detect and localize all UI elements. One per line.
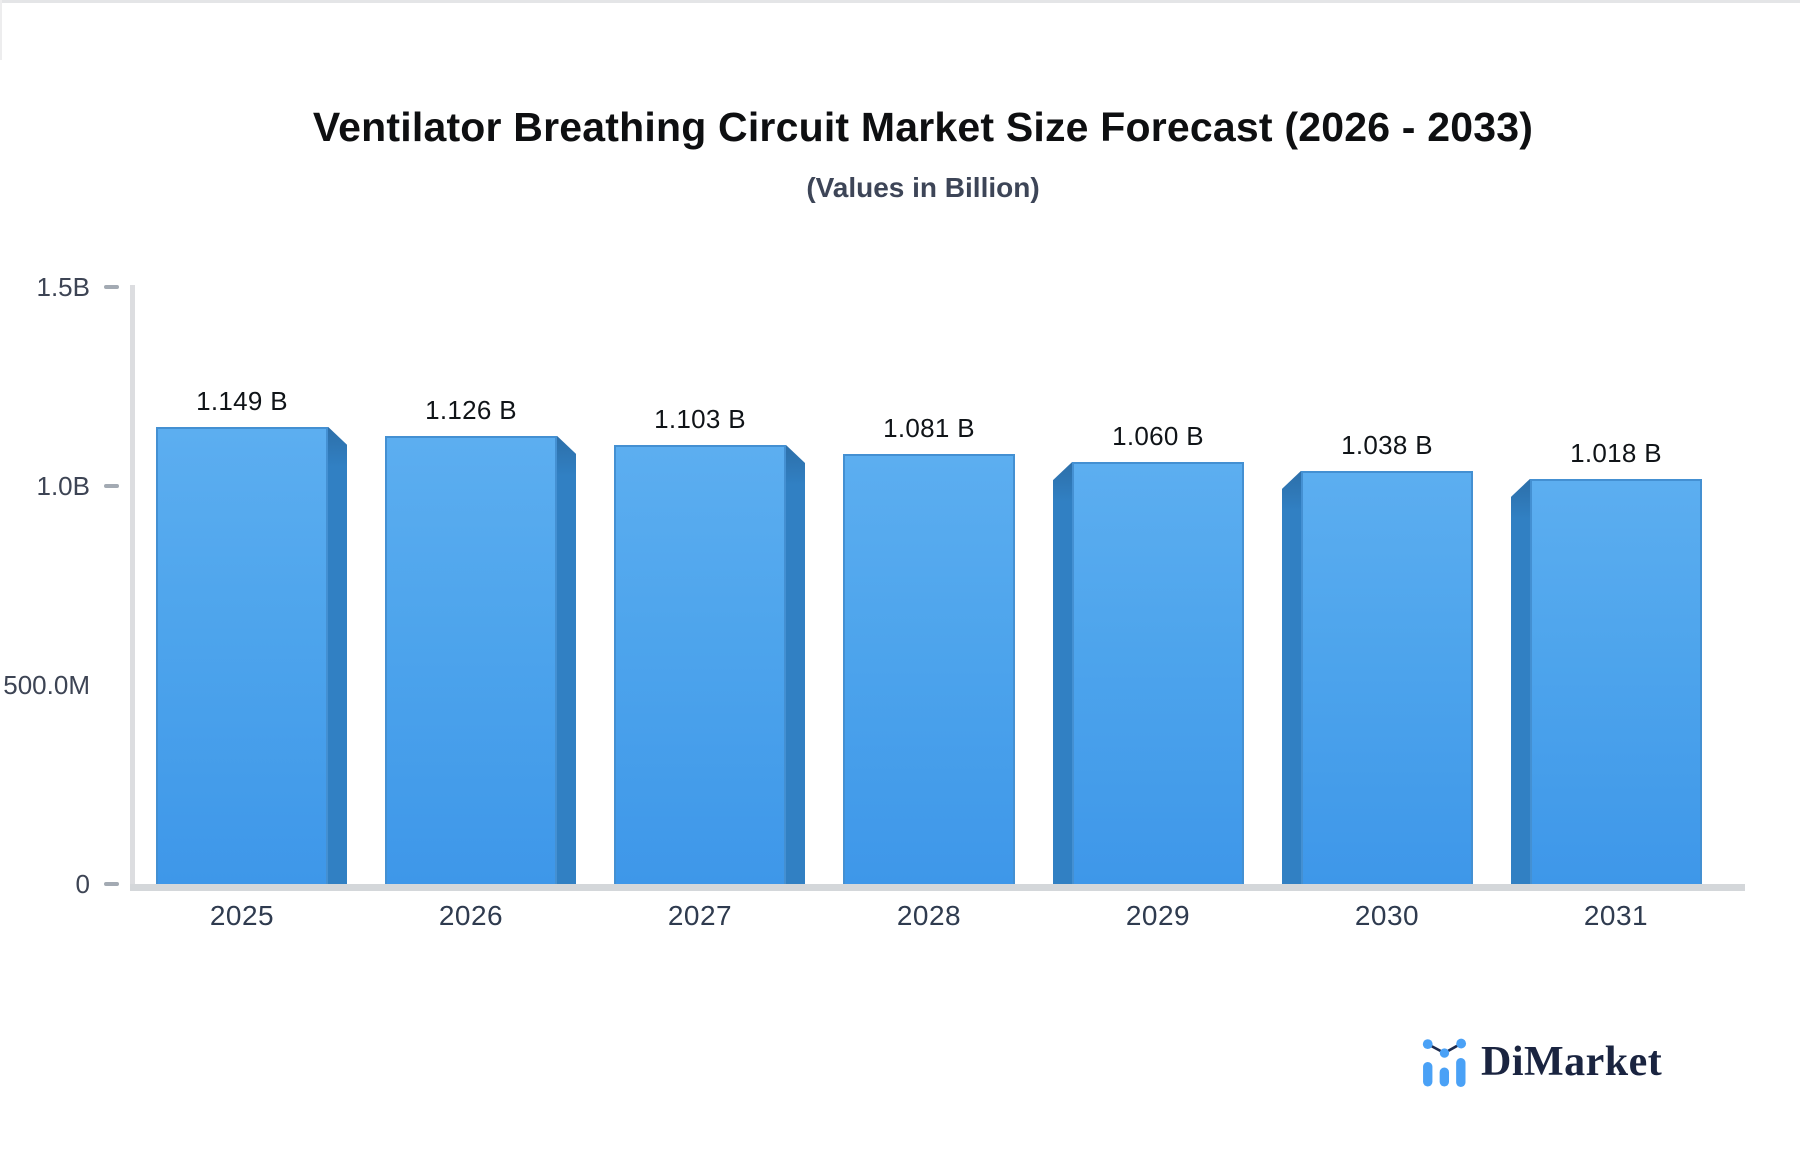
y-tick-dash-1.0B bbox=[104, 484, 119, 488]
bar-value-label-2027: 1.103 B bbox=[654, 404, 746, 435]
bar-value-label-2026: 1.126 B bbox=[425, 394, 517, 425]
y-tick-label-1.5B: 1.5B bbox=[36, 272, 91, 302]
dimarket-logo-icon bbox=[1422, 1038, 1467, 1087]
y-tick-label-500.0M: 500.0M bbox=[3, 670, 90, 700]
x-axis-label-2029: 2029 bbox=[1125, 900, 1191, 931]
bar-front-2031[interactable] bbox=[1530, 478, 1702, 884]
x-axis-baseline bbox=[130, 884, 1745, 891]
bar-front-2025[interactable] bbox=[156, 426, 328, 884]
y-tick-dash-0 bbox=[104, 882, 119, 886]
bar-front-2028[interactable] bbox=[843, 453, 1015, 884]
dimarket-logo-text: DiMarket bbox=[1481, 1039, 1663, 1085]
bar-front-2030[interactable] bbox=[1301, 470, 1473, 884]
chart-subtitle: (Values in Billion) bbox=[806, 172, 1040, 203]
y-tick-label-1.0B: 1.0B bbox=[36, 471, 91, 501]
x-axis-label-2025: 2025 bbox=[209, 900, 275, 931]
chart-title: Ventilator Breathing Circuit Market Size… bbox=[312, 104, 1534, 150]
dimarket-logo[interactable]: DiMarket bbox=[1422, 1036, 1662, 1088]
page-left-border bbox=[0, 0, 2, 60]
x-axis-label-2028: 2028 bbox=[896, 900, 962, 931]
bar-value-label-2025: 1.149 B bbox=[196, 385, 288, 416]
bar-side-2030[interactable] bbox=[1282, 470, 1301, 884]
bar-side-2025[interactable] bbox=[328, 426, 347, 884]
bar-side-2031[interactable] bbox=[1511, 478, 1530, 884]
x-axis-label-2030: 2030 bbox=[1354, 900, 1420, 931]
bar-value-label-2029: 1.060 B bbox=[1112, 421, 1204, 452]
bar-value-label-2028: 1.081 B bbox=[883, 412, 975, 443]
y-axis-line bbox=[130, 285, 135, 891]
bar-front-2029[interactable] bbox=[1072, 462, 1244, 884]
x-axis-label-2031: 2031 bbox=[1583, 900, 1649, 931]
bar-front-2027[interactable] bbox=[614, 445, 786, 884]
page-top-border bbox=[0, 0, 1800, 3]
bar-side-2029[interactable] bbox=[1053, 462, 1072, 884]
bar-side-2026[interactable] bbox=[557, 435, 576, 884]
bar-value-label-2030: 1.038 B bbox=[1341, 429, 1433, 460]
y-tick-dash-1.5B bbox=[104, 285, 119, 289]
x-axis-label-2027: 2027 bbox=[667, 900, 733, 931]
y-tick-label-0: 0 bbox=[75, 869, 90, 899]
bar-front-2026[interactable] bbox=[385, 435, 557, 884]
bar-value-label-2031: 1.018 B bbox=[1570, 437, 1662, 468]
x-axis-label-2026: 2026 bbox=[438, 900, 504, 931]
bar-side-2027[interactable] bbox=[786, 445, 805, 884]
